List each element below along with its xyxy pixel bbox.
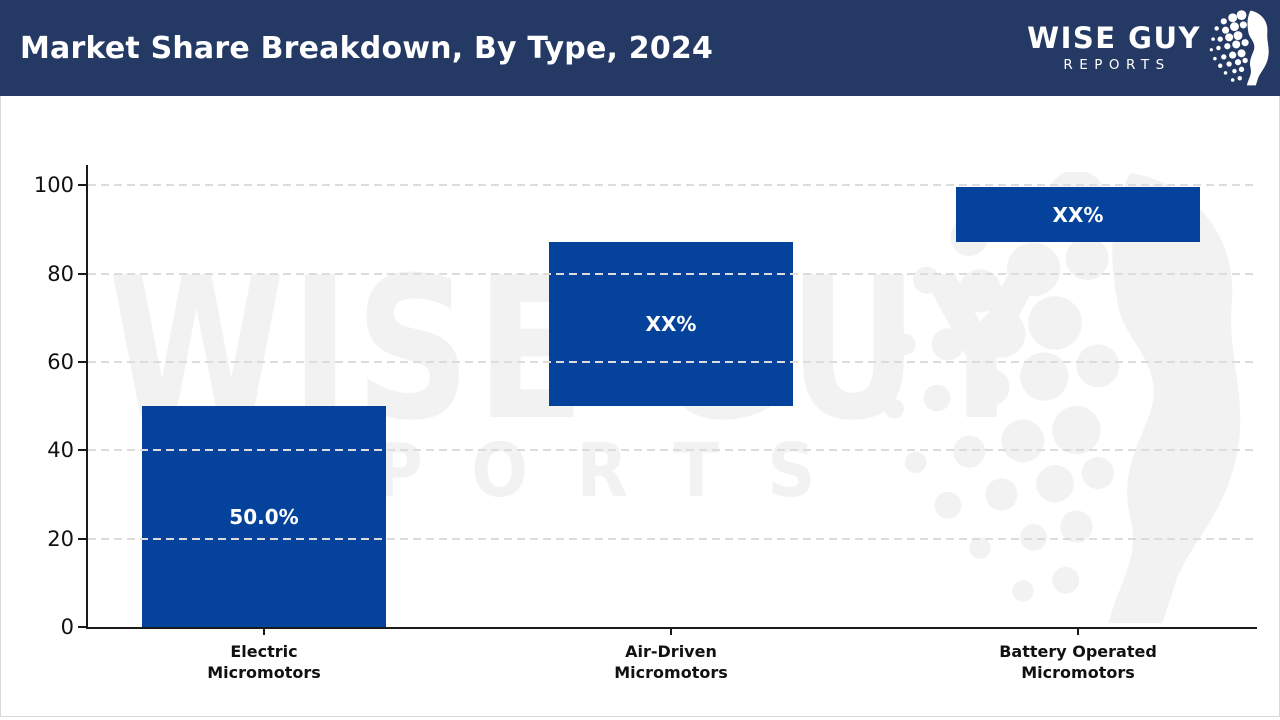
x-axis-label: Air-Driven Micromotors <box>511 641 831 683</box>
brand-face-icon <box>1209 10 1269 86</box>
y-tick-label: 40 <box>47 438 74 463</box>
brand-name: WISE GUY <box>1027 20 1201 55</box>
chart-area: WISE GUY REPORTS 0 20 40 60 80 100 50.0% Electr… <box>0 96 1280 716</box>
gridline <box>88 449 1257 452</box>
y-tick-label: 20 <box>47 526 74 551</box>
y-tick <box>78 449 88 452</box>
x-axis-label-line: Micromotors <box>614 663 728 682</box>
header-banner: Market Share Breakdown, By Type, 2024 WI… <box>0 0 1280 96</box>
y-tick-label: 0 <box>60 615 74 639</box>
x-axis <box>86 627 1257 629</box>
bar <box>956 187 1200 242</box>
x-axis-label-line: Air-Driven <box>625 642 717 661</box>
y-tick <box>78 361 88 364</box>
x-axis-label-line: Electric <box>230 642 298 661</box>
bar-value-label: XX% <box>1052 202 1104 227</box>
x-axis-label-line: Battery Operated <box>999 642 1157 661</box>
y-tick <box>78 626 88 628</box>
brand-wordmark: WISE GUY REPORTS <box>1027 20 1201 73</box>
y-axis <box>86 165 88 629</box>
chart-title: Market Share Breakdown, By Type, 2024 <box>20 30 714 66</box>
x-axis-label-line: Micromotors <box>207 663 321 682</box>
y-tick <box>78 184 88 187</box>
y-tick-label: 60 <box>47 350 74 375</box>
bar <box>549 241 793 407</box>
x-axis-label: Battery Operated Micromotors <box>918 641 1238 683</box>
x-axis-label-line: Micromotors <box>1021 663 1135 682</box>
bar-value-label: 50.0% <box>229 504 299 529</box>
gridline <box>88 272 1257 275</box>
gridline <box>88 361 1257 364</box>
y-tick-label: 80 <box>47 261 74 286</box>
gridline <box>88 184 1257 187</box>
bar-value-label: XX% <box>645 312 697 337</box>
y-tick <box>78 537 88 540</box>
x-tick <box>1077 629 1079 635</box>
brand-subtitle: REPORTS <box>1063 56 1171 73</box>
x-tick <box>263 629 265 635</box>
brand-logo: WISE GUY REPORTS <box>1027 4 1270 92</box>
y-tick <box>78 272 88 275</box>
bar <box>142 406 386 627</box>
gridline <box>88 537 1257 540</box>
y-tick-label: 100 <box>33 173 74 198</box>
x-axis-label: Electric Micromotors <box>104 641 424 683</box>
x-tick <box>670 629 672 635</box>
